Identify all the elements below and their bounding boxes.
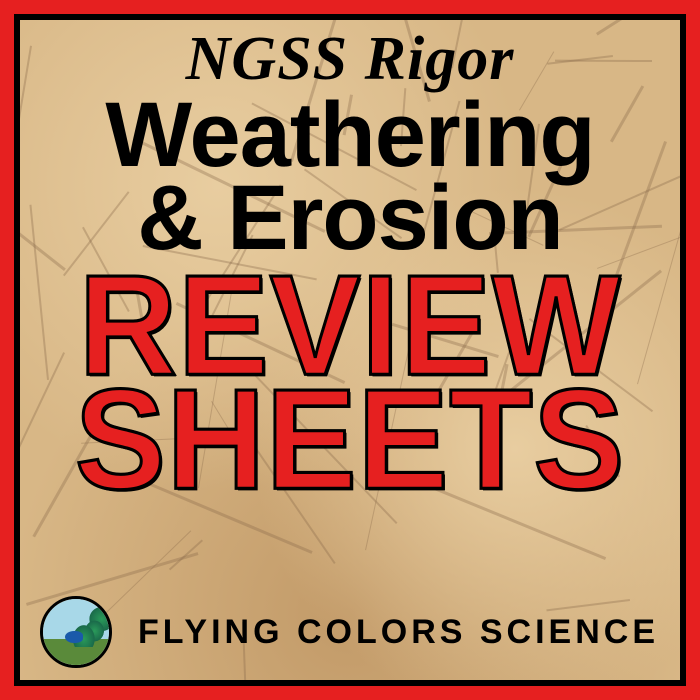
subtitle-ngss: NGSS Rigor [186, 28, 515, 90]
inner-frame: NGSS Rigor Weathering & Erosion REVIEW S… [14, 14, 686, 686]
logo-bird-body [65, 631, 83, 643]
headline-sheets: SHEETS [75, 377, 625, 503]
title-weathering: Weathering [105, 92, 594, 179]
content-stack: NGSS Rigor Weathering & Erosion REVIEW S… [20, 20, 680, 680]
peacock-logo-icon [40, 596, 112, 668]
footer-row: FLYING COLORS SCIENCE [20, 596, 680, 668]
outer-frame: NGSS Rigor Weathering & Erosion REVIEW S… [0, 0, 700, 700]
brand-text: FLYING COLORS SCIENCE [138, 613, 659, 652]
